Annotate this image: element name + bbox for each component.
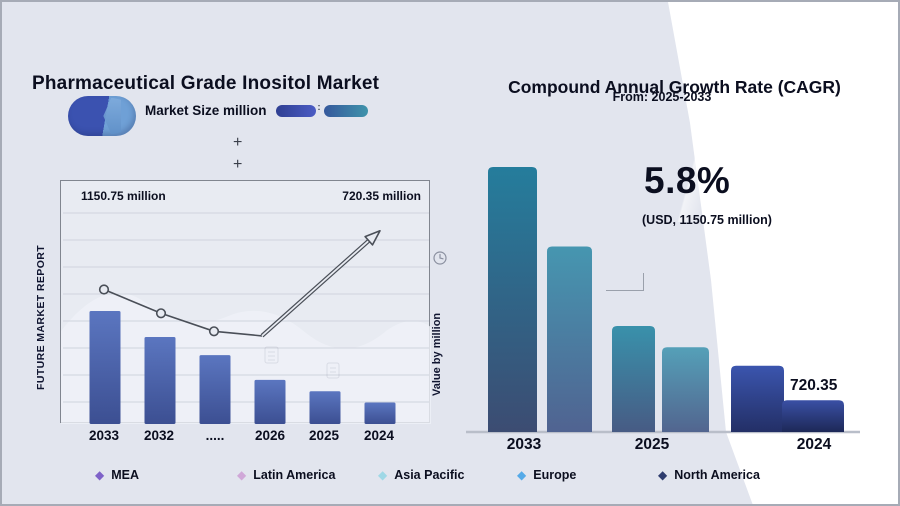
left-axis-tick-2025: 2025 (308, 428, 340, 443)
plus-mark-icon: + (233, 134, 243, 151)
watermark-icon (264, 346, 340, 379)
cagr-detail: (USD, 1150.75 million) (642, 213, 772, 227)
capsule-pill-icon (68, 96, 136, 136)
market-size-bar (309, 391, 341, 424)
end-value-annotation: 720.35 million (342, 189, 421, 203)
value-annotation-720: 720.35 (790, 377, 838, 394)
cagr-title: Compound Annual Growth Rate (CAGR) (508, 76, 841, 97)
cagr-value: 5.8% (644, 160, 731, 201)
corner-bracket-decoration (606, 273, 644, 291)
left-axis-tick-2026: 2026 (254, 428, 286, 443)
cagr-subtitle: From: 2025-2033 (612, 90, 712, 104)
cagr-bar (612, 326, 655, 432)
legend-diamond-icon: ◆ (517, 468, 527, 482)
trend-line (103, 288, 263, 337)
market-size-bar (89, 311, 121, 424)
future-market-report-label: FUTURE MARKET REPORT (35, 244, 47, 390)
left-axis-tick-.....: ..... (205, 428, 225, 443)
plus-mark-icon: + (233, 156, 243, 173)
legend-label: North America (674, 468, 760, 482)
background-diagonal-seam (650, 2, 770, 222)
market-size-chart-panel: 1150.75 million 720.35 million (60, 180, 431, 424)
pill-teal-icon (324, 105, 368, 117)
legend-diamond-icon: ◆ (95, 468, 105, 482)
market-size-bar (364, 402, 396, 424)
cagr-bar (731, 365, 784, 432)
right-axis-tick-2025: 2025 (634, 436, 670, 453)
cagr-bar (662, 347, 709, 432)
trend-marker (208, 326, 220, 337)
legend-item-europe: ◆ Europe (517, 468, 576, 482)
legend-label: Latin America (253, 468, 336, 482)
legend-label: Asia Pacific (394, 468, 465, 482)
cagr-bar (488, 167, 537, 432)
left-axis-tick-2033: 2033 (88, 428, 120, 443)
cagr-chart (462, 160, 862, 434)
start-value-annotation: 1150.75 million (81, 189, 166, 203)
left-axis-tick-2024: 2024 (363, 428, 395, 443)
pill-separator: : (317, 102, 321, 112)
legend-item-mea: ◆ MEA (95, 468, 139, 482)
legend-item-north-america: ◆ North America (658, 468, 760, 482)
market-size-bar (254, 379, 286, 424)
left-axis-tick-2032: 2032 (143, 428, 175, 443)
legend-item-asia-pacific: ◆ Asia Pacific (378, 468, 464, 482)
cagr-bar (547, 246, 592, 432)
right-axis-tick-2024: 2024 (796, 436, 832, 453)
pill-blue-icon (276, 105, 316, 117)
cagr-bar (782, 400, 844, 432)
market-size-bar (144, 337, 176, 424)
page-title: Pharmaceutical Grade Inositol Market (32, 72, 380, 94)
legend-item-latin-america: ◆ Latin America (237, 468, 335, 482)
market-size-label: Market Size million (145, 103, 267, 118)
market-size-bar (199, 355, 231, 424)
trend-marker (155, 308, 167, 319)
legend-label: Europe (533, 468, 577, 482)
market-size-chart (61, 181, 431, 424)
arrow-head (364, 229, 381, 246)
legend-diamond-icon: ◆ (658, 468, 668, 482)
clock-icon (432, 250, 448, 271)
legend-diamond-icon: ◆ (237, 468, 247, 482)
right-axis-tick-2033: 2033 (506, 436, 542, 453)
legend-diamond-icon: ◆ (378, 468, 388, 482)
trend-marker (98, 284, 110, 295)
value-axis-label: Value by million (431, 312, 443, 396)
legend-label: MEA (111, 468, 140, 482)
